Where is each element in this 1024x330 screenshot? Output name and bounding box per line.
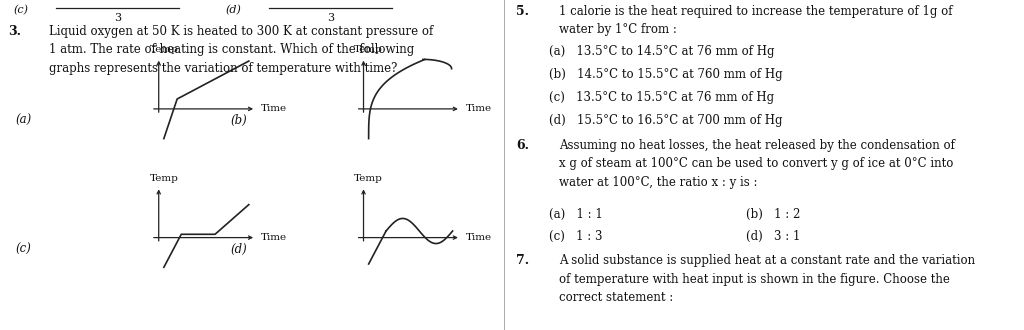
Text: Temp: Temp bbox=[354, 46, 383, 54]
Text: Time: Time bbox=[261, 233, 288, 242]
Text: (c)   1 : 3: (c) 1 : 3 bbox=[549, 230, 602, 243]
Text: A solid substance is supplied heat at a constant rate and the variation
of tempe: A solid substance is supplied heat at a … bbox=[559, 254, 975, 304]
Text: (d)   15.5°C to 16.5°C at 700 mm of Hg: (d) 15.5°C to 16.5°C at 700 mm of Hg bbox=[549, 114, 782, 127]
Text: Time: Time bbox=[261, 104, 288, 114]
Text: 7.: 7. bbox=[516, 254, 529, 267]
Text: Temp: Temp bbox=[354, 174, 383, 183]
Text: 1 calorie is the heat required to increase the temperature of 1g of
water by 1°C: 1 calorie is the heat required to increa… bbox=[559, 5, 952, 36]
Text: 3: 3 bbox=[115, 13, 121, 22]
Text: (a)   1 : 1: (a) 1 : 1 bbox=[549, 208, 602, 221]
Text: 3.: 3. bbox=[8, 25, 22, 38]
Text: (b)   14.5°C to 15.5°C at 760 mm of Hg: (b) 14.5°C to 15.5°C at 760 mm of Hg bbox=[549, 68, 782, 81]
Text: (d): (d) bbox=[230, 243, 247, 256]
Text: Time: Time bbox=[466, 104, 493, 114]
Text: Time: Time bbox=[466, 233, 493, 242]
Text: Assuming no heat losses, the heat released by the condensation of
x g of steam a: Assuming no heat losses, the heat releas… bbox=[559, 139, 955, 189]
Text: (a): (a) bbox=[15, 114, 32, 127]
Text: (d)   3 : 1: (d) 3 : 1 bbox=[746, 230, 801, 243]
Text: (c)   13.5°C to 15.5°C at 76 mm of Hg: (c) 13.5°C to 15.5°C at 76 mm of Hg bbox=[549, 91, 774, 104]
Text: Temp: Temp bbox=[150, 174, 178, 183]
Text: (c): (c) bbox=[13, 5, 29, 15]
Text: (d): (d) bbox=[225, 5, 242, 15]
Text: 5.: 5. bbox=[516, 5, 529, 18]
Text: (a)   13.5°C to 14.5°C at 76 mm of Hg: (a) 13.5°C to 14.5°C at 76 mm of Hg bbox=[549, 45, 774, 57]
Text: 6.: 6. bbox=[516, 139, 529, 151]
Text: 3: 3 bbox=[328, 13, 334, 22]
Text: (b): (b) bbox=[230, 114, 247, 127]
Text: Liquid oxygen at 50 K is heated to 300 K at constant pressure of
1 atm. The rate: Liquid oxygen at 50 K is heated to 300 K… bbox=[49, 25, 433, 75]
Text: (b)   1 : 2: (b) 1 : 2 bbox=[746, 208, 801, 221]
Text: Temp: Temp bbox=[150, 46, 178, 54]
Text: (c): (c) bbox=[15, 243, 32, 256]
